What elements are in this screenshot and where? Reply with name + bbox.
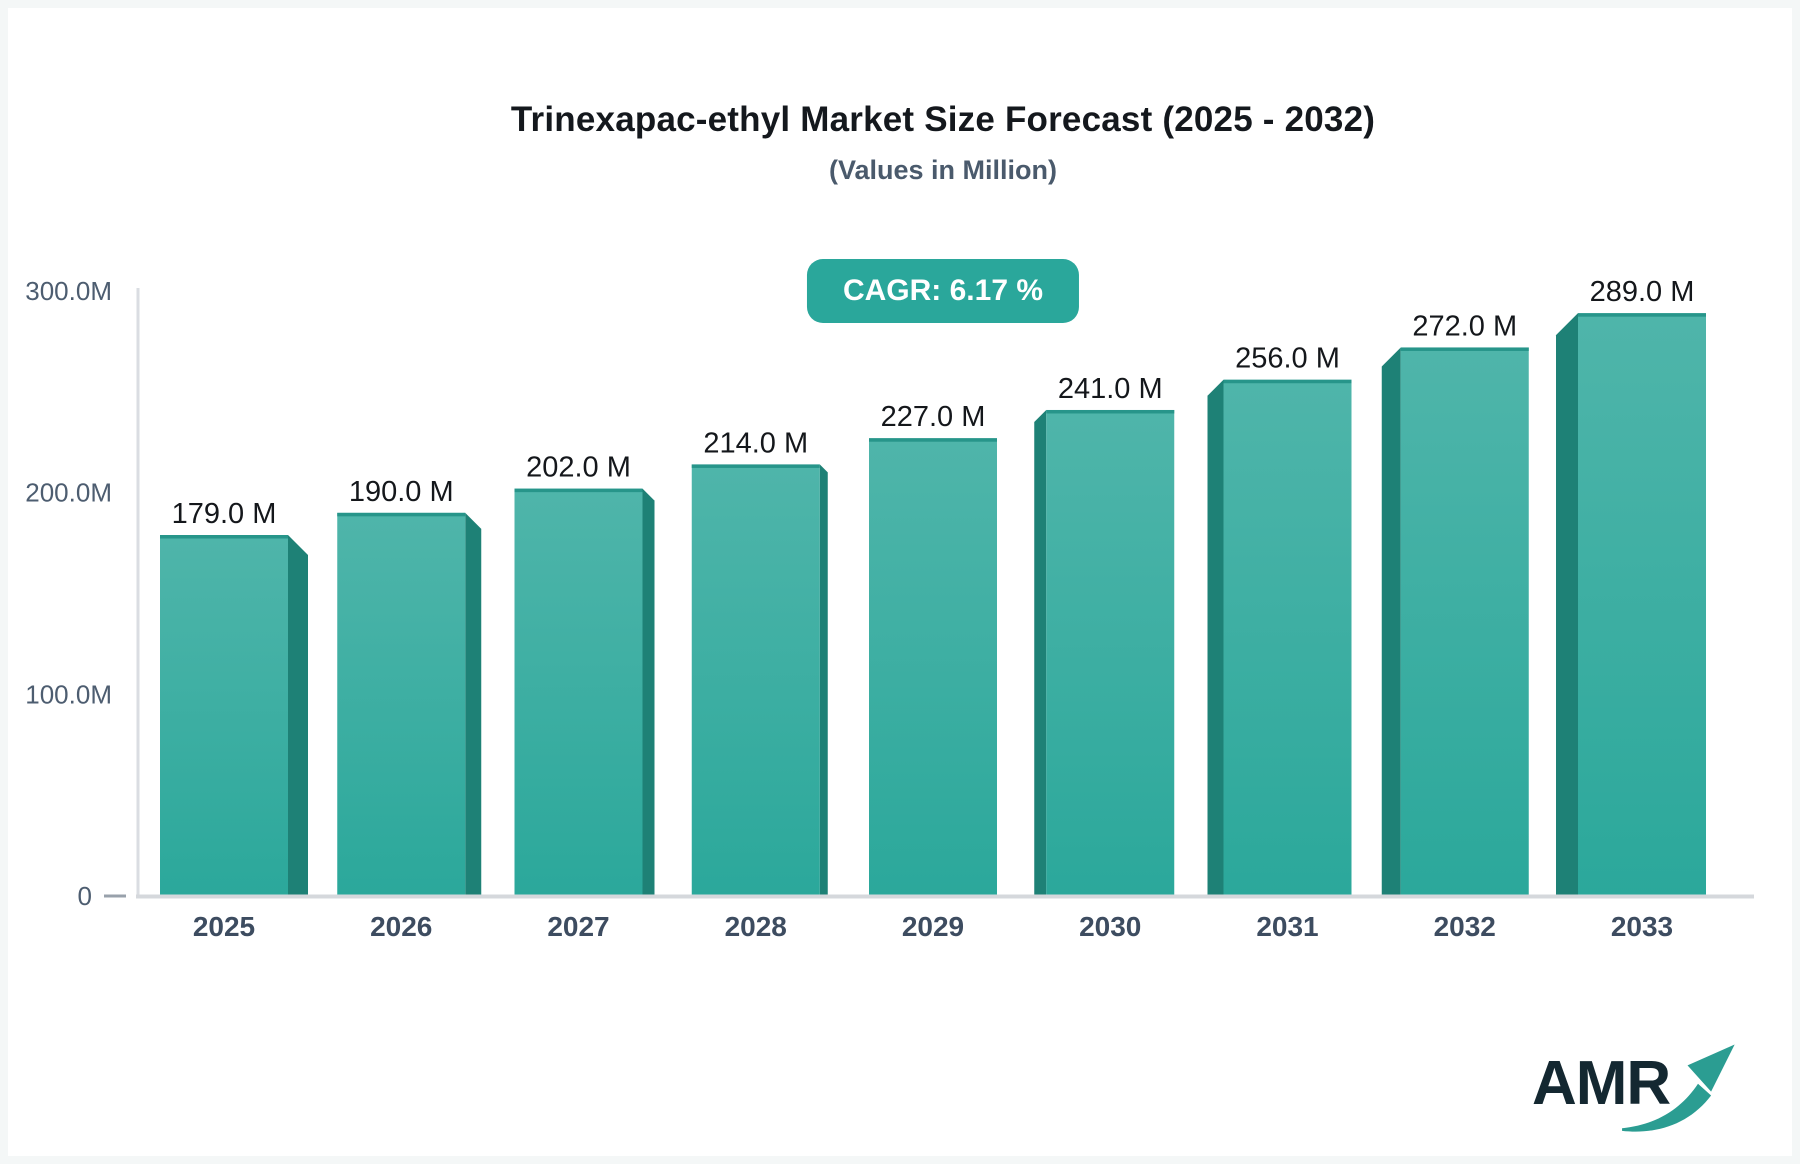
y-axis-line: [136, 288, 140, 897]
bar: [691, 464, 820, 896]
bar: [1400, 347, 1529, 896]
bar: [1223, 379, 1352, 896]
x-axis-tick-label: 2030: [1079, 911, 1141, 942]
bar-3d-side: [642, 488, 655, 896]
y-axis-tick-label: 0: [78, 881, 92, 911]
growth-arrow-icon: [1622, 1044, 1735, 1132]
bar: [869, 438, 997, 896]
bar-3d-side: [465, 512, 482, 896]
bar: [160, 535, 288, 896]
bar-chart: 300.0M 200.0M 100.0M 0 179.0 M 2025 190.0 M 202…: [25, 276, 1754, 942]
bar-top-edge: [1046, 409, 1175, 414]
x-axis-tick-label: 2032: [1434, 911, 1496, 942]
bar-value-label: 179.0 M: [172, 498, 277, 530]
chart-title: Trinexapac-ethyl Market Size Forecast (2…: [510, 100, 1376, 139]
bar-value-label: 289.0 M: [1590, 276, 1695, 308]
x-axis-tick-label: 2027: [547, 911, 609, 942]
x-axis-tick-label: 2026: [370, 911, 432, 942]
amr-logo-text: AMR: [1532, 1049, 1671, 1118]
bar-3d-side: [1556, 313, 1578, 896]
bar-top-edge: [337, 512, 466, 517]
bar-top-edge: [1578, 313, 1706, 317]
zero-tick-dash: [104, 894, 126, 898]
bar-value-label: 272.0 M: [1412, 310, 1517, 342]
x-axis-tick-label: 2029: [902, 911, 964, 942]
bar-top-edge: [691, 464, 820, 468]
amr-logo: AMR: [1532, 1034, 1772, 1144]
bar-top-edge: [160, 535, 288, 539]
x-axis-tick-label: 2028: [725, 911, 787, 942]
bar-3d-side: [1207, 379, 1224, 896]
chart-card: Trinexapac-ethyl Market Size Forecast (2…: [8, 8, 1792, 1156]
y-axis-tick-label: 100.0M: [25, 679, 112, 709]
bar-value-label: 256.0 M: [1235, 343, 1340, 375]
bar-top-edge: [1400, 347, 1529, 351]
bar: [1046, 409, 1175, 896]
chart-subtitle: (Values in Million): [828, 155, 1058, 185]
x-axis-line: [136, 894, 1754, 899]
bar-3d-side: [1381, 347, 1401, 896]
bar-value-label: 202.0 M: [526, 452, 631, 484]
bar-value-label: 214.0 M: [703, 427, 808, 459]
x-axis-tick-label: 2031: [1256, 911, 1318, 942]
x-axis-tick-label: 2025: [193, 911, 255, 942]
bar-top-edge: [869, 438, 997, 442]
bar: [1578, 313, 1706, 896]
bar-3d-side: [819, 464, 828, 896]
bar-top-edge: [514, 488, 643, 493]
y-axis-tick-label: 300.0M: [25, 276, 112, 306]
bar: [514, 488, 643, 896]
bar-3d-side: [288, 535, 308, 896]
cagr-badge: CAGR: 6.17 %: [806, 259, 1080, 323]
bar-top-edge: [1223, 379, 1352, 384]
bar-value-label: 190.0 M: [349, 476, 454, 508]
x-axis-tick-label: 2033: [1611, 911, 1673, 942]
bar-3d-side: [1034, 409, 1047, 896]
bar-value-label: 227.0 M: [881, 401, 986, 433]
bar: [337, 512, 466, 896]
bar-value-label: 241.0 M: [1058, 373, 1163, 405]
y-axis-tick-label: 200.0M: [25, 478, 112, 508]
